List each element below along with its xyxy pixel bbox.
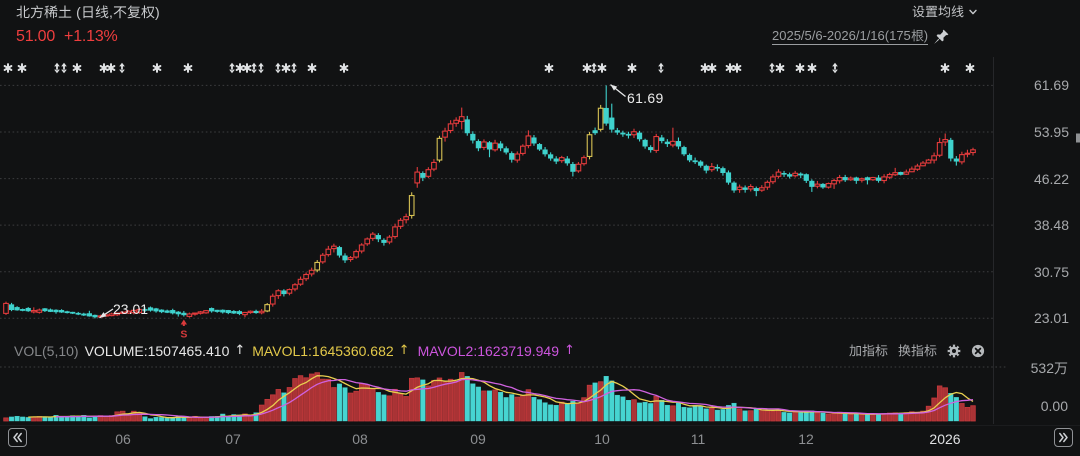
candles-layer <box>3 85 976 319</box>
dividend-event-marker[interactable]: S <box>180 319 187 341</box>
price-axis-label: 53.95 <box>1033 124 1069 140</box>
event-star-marker[interactable] <box>72 63 82 73</box>
mavol2-up-arrow: ↑ <box>563 343 575 358</box>
pan-left-button[interactable] <box>8 428 27 447</box>
swap-indicator-button[interactable] <box>898 343 937 358</box>
volume-axis-zero-label: 0.00 <box>1040 398 1068 414</box>
pin-icon <box>934 29 949 44</box>
volume-value: VOLUME:1507465.410 <box>84 342 230 359</box>
ma-settings-button[interactable] <box>912 4 978 19</box>
event-updown-marker[interactable] <box>658 62 664 74</box>
event-star-marker[interactable] <box>307 63 317 73</box>
vol-indicator-label[interactable]: VOL(5,10) <box>14 342 79 359</box>
event-updown-marker[interactable] <box>229 62 235 74</box>
time-axis-label: 10 <box>594 431 610 447</box>
event-updown-marker[interactable] <box>275 62 281 74</box>
grid-layer <box>0 57 1008 424</box>
time-axis-label: 08 <box>352 431 368 447</box>
add-indicator-button[interactable] <box>849 343 888 358</box>
event-star-marker[interactable] <box>965 63 975 73</box>
event-updown-marker[interactable] <box>591 62 597 74</box>
annotation-low-price: 23.01 <box>113 301 149 317</box>
time-axis-label: 09 <box>470 431 486 447</box>
event-star-marker[interactable] <box>775 63 785 73</box>
event-star-marker[interactable] <box>597 63 607 73</box>
price-axis-label: 30.75 <box>1033 263 1069 280</box>
event-updown-marker[interactable] <box>291 62 297 74</box>
mavol1-up-arrow: ↑ <box>398 343 410 358</box>
annotation-arrows-layer: S <box>99 84 626 341</box>
gear-icon[interactable] <box>947 344 961 358</box>
double-chevron-left-icon <box>13 432 22 443</box>
event-star-marker[interactable] <box>242 63 252 73</box>
price-axis-label: 61.69 <box>1033 77 1069 94</box>
event-star-marker[interactable] <box>99 63 109 73</box>
mavol2-value: MAVOL2:1623719.949 <box>417 342 559 359</box>
event-updown-marker[interactable] <box>258 62 264 74</box>
stock-title: (,) <box>16 4 160 20</box>
event-updown-marker[interactable] <box>251 62 257 74</box>
event-star-marker[interactable] <box>17 63 27 73</box>
event-markers-layer <box>3 62 975 74</box>
price-axis-label: 46.22 <box>1033 170 1069 187</box>
volume-indicator-header: VOL(5,10) VOLUME:1507465.410 ↑ MAVOL1:16… <box>0 341 993 360</box>
time-axis-label: 06 <box>115 431 131 447</box>
volume-tools <box>849 341 985 360</box>
event-updown-marker[interactable] <box>119 62 125 74</box>
event-star-marker[interactable] <box>795 63 805 73</box>
volume-axis-max-label: 532 <box>998 360 1068 376</box>
close-indicator-icon[interactable] <box>971 344 985 358</box>
event-updown-marker[interactable] <box>61 62 67 74</box>
event-star-marker[interactable] <box>3 63 13 73</box>
event-star-marker[interactable] <box>627 63 637 73</box>
event-star-marker[interactable] <box>106 63 116 73</box>
event-star-marker[interactable] <box>235 63 245 73</box>
mavol1-value: MAVOL1:1645360.682 <box>252 342 394 359</box>
price-axis-label: 38.48 <box>1033 217 1069 234</box>
svg-text:S: S <box>180 329 187 341</box>
event-star-marker[interactable] <box>940 63 950 73</box>
time-axis-label: 07 <box>225 431 241 447</box>
price-axis-label: 23.01 <box>1033 310 1069 327</box>
event-star-marker[interactable] <box>732 63 742 73</box>
time-axis-label: 12 <box>798 431 814 447</box>
date-range-label: 2025/5/6-2026/1/16(175) <box>772 28 929 45</box>
annotation-high-price: 61.69 <box>627 90 664 106</box>
chevron-down-icon <box>969 9 977 14</box>
event-star-marker[interactable] <box>707 63 717 73</box>
mavol-lines-layer <box>28 375 974 419</box>
event-updown-marker[interactable] <box>832 62 838 74</box>
event-updown-marker[interactable] <box>54 62 60 74</box>
date-range-control[interactable]: 2025/5/6-2026/1/16(175) <box>772 28 950 45</box>
change-percent: +1.13% <box>64 28 118 45</box>
event-star-marker[interactable] <box>725 63 735 73</box>
time-axis: 06 07 08 09 10 11 12 2026 <box>0 425 1080 456</box>
time-axis-label: 2026 <box>929 431 961 447</box>
event-star-marker[interactable] <box>582 63 592 73</box>
event-star-marker[interactable] <box>281 63 291 73</box>
quote-row: 51.00 +1.13% <box>16 28 118 46</box>
event-star-marker[interactable] <box>544 63 554 73</box>
last-price: 51.00 <box>16 28 56 45</box>
event-updown-marker[interactable] <box>769 62 775 74</box>
event-star-marker[interactable] <box>807 63 817 73</box>
event-star-marker[interactable] <box>339 63 349 73</box>
ma-settings-label <box>912 4 964 19</box>
double-chevron-right-icon <box>1059 432 1068 443</box>
event-star-marker[interactable] <box>152 63 162 73</box>
volume-up-arrow: ↑ <box>234 343 246 358</box>
pan-right-button[interactable] <box>1054 428 1073 447</box>
event-star-marker[interactable] <box>700 63 710 73</box>
time-axis-label: 11 <box>690 431 706 447</box>
event-star-marker[interactable] <box>183 63 193 73</box>
